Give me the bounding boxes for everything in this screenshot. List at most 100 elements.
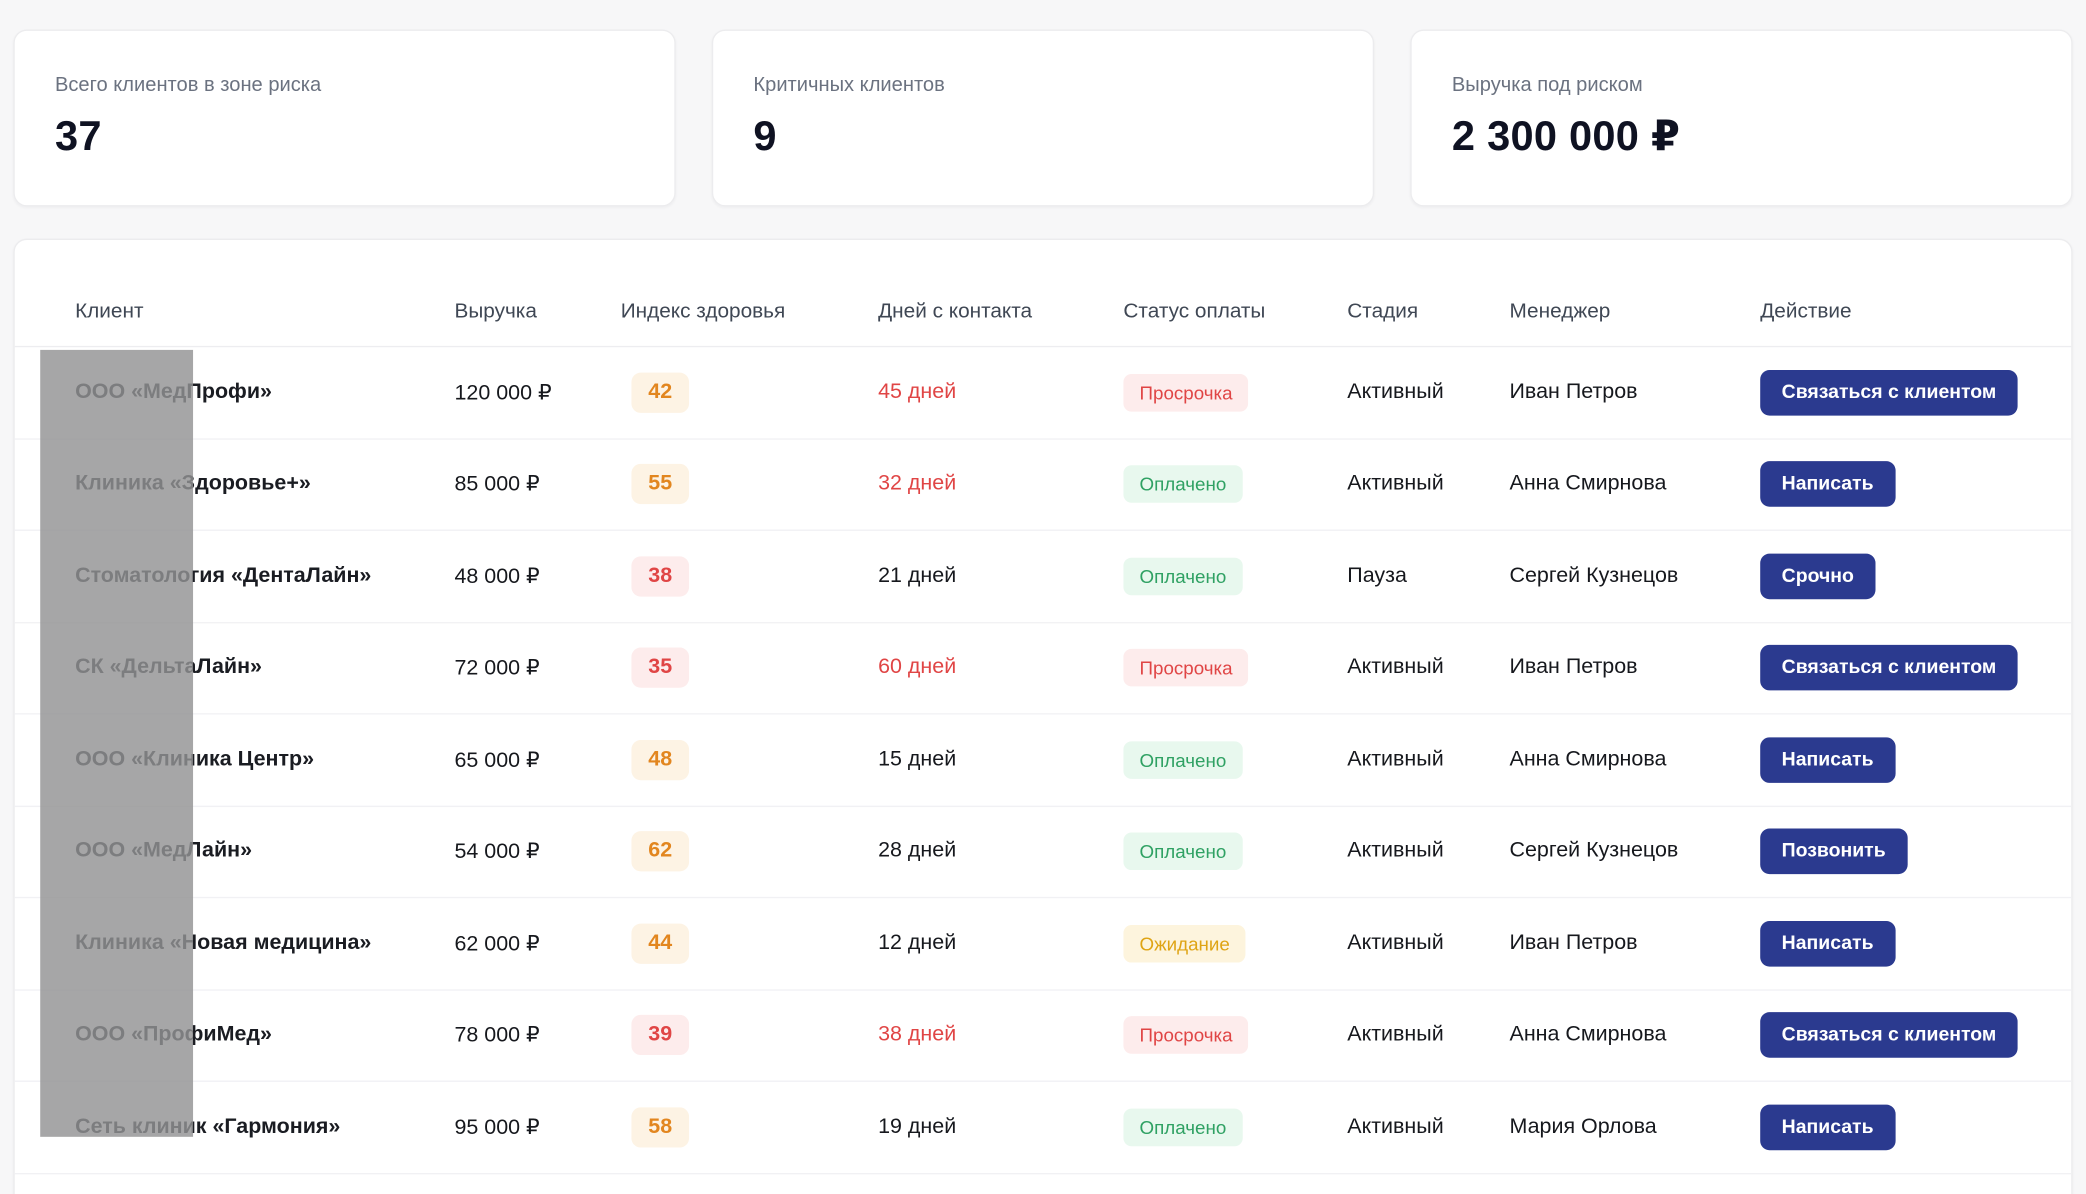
action-cell: Написать bbox=[1760, 736, 2031, 783]
stat-label: Всего клиентов в зоне риска bbox=[54, 73, 322, 97]
client-manager: Иван Петров bbox=[1509, 931, 1638, 955]
health-index-badge: 39 bbox=[631, 1015, 690, 1056]
days-since-contact: 21 дней bbox=[878, 564, 957, 587]
health-index-badge: 38 bbox=[631, 556, 690, 597]
client-manager: Анна Смирнова bbox=[1509, 1023, 1667, 1047]
stat-card-total-risk: Всего клиентов в зоне риска 37 bbox=[13, 29, 676, 207]
action-button[interactable]: Написать bbox=[1760, 461, 1895, 508]
action-button[interactable]: Связаться с клиентом bbox=[1760, 645, 2018, 691]
client-revenue: 65 000 ₽ bbox=[454, 749, 540, 772]
client-stage: Активный bbox=[1347, 472, 1444, 496]
health-index-badge: 55 bbox=[631, 464, 690, 505]
payment-status-badge: Оплачено bbox=[1123, 832, 1243, 871]
payment-status-cell: Просрочка bbox=[1123, 373, 1347, 412]
payment-status-badge: Просрочка bbox=[1123, 649, 1249, 687]
client-manager: Анна Смирнова bbox=[1509, 747, 1667, 771]
payment-status-cell: Оплачено bbox=[1123, 741, 1347, 779]
client-stage: Пауза bbox=[1347, 564, 1407, 587]
table-header: Клиент Выручка Индекс здоровья Дней с ко… bbox=[14, 240, 2072, 348]
health-index-badge: 44 bbox=[631, 923, 690, 964]
health-index-cell: 58 bbox=[621, 1107, 878, 1148]
client-revenue: 95 000 ₽ bbox=[454, 1116, 540, 1140]
column-header-action: Действие bbox=[1760, 299, 1852, 323]
action-button[interactable]: Написать bbox=[1760, 920, 1895, 967]
table-body: ООО «МедПрофи» 120 000 ₽ 42 45 дней Прос… bbox=[14, 347, 2072, 1174]
payment-status-badge: Просрочка bbox=[1123, 1016, 1249, 1055]
days-since-contact: 38 дней bbox=[878, 1023, 957, 1047]
action-cell: Связаться с клиентом bbox=[1760, 369, 2031, 416]
column-header-revenue: Выручка bbox=[454, 299, 537, 323]
action-button[interactable]: Связаться с клиентом bbox=[1760, 369, 2018, 416]
payment-status-cell: Оплачено bbox=[1123, 557, 1347, 595]
days-since-contact: 32 дней bbox=[878, 472, 957, 496]
client-revenue: 120 000 ₽ bbox=[454, 381, 552, 405]
payment-status-cell: Оплачено bbox=[1123, 465, 1347, 504]
health-index-cell: 55 bbox=[621, 464, 878, 505]
column-header-client: Клиент bbox=[75, 299, 144, 323]
client-revenue: 72 000 ₽ bbox=[454, 657, 540, 681]
column-header-payment-status: Статус оплаты bbox=[1123, 299, 1266, 323]
action-cell: Связаться с клиентом bbox=[1760, 1012, 2031, 1059]
action-button[interactable]: Срочно bbox=[1760, 553, 1876, 599]
client-manager: Сергей Кузнецов bbox=[1509, 564, 1679, 587]
client-stage: Активный bbox=[1347, 1115, 1444, 1138]
payment-status-badge: Оплачено bbox=[1123, 741, 1243, 779]
column-header-manager: Менеджер bbox=[1509, 299, 1611, 323]
table-row: Клиника «Новая медицина» 62 000 ₽ 44 12 … bbox=[14, 898, 2072, 991]
client-stage: Активный bbox=[1347, 1023, 1444, 1047]
health-index-cell: 42 bbox=[621, 372, 878, 413]
health-index-badge: 48 bbox=[631, 739, 690, 780]
health-index-cell: 44 bbox=[621, 923, 878, 964]
health-index-badge: 35 bbox=[631, 647, 690, 689]
health-index-cell: 62 bbox=[621, 831, 878, 872]
client-revenue: 54 000 ₽ bbox=[454, 840, 540, 864]
column-header-stage: Стадия bbox=[1347, 299, 1419, 323]
action-cell: Написать bbox=[1760, 461, 2031, 508]
payment-status-cell: Просрочка bbox=[1123, 1016, 1347, 1055]
payment-status-badge: Оплачено bbox=[1123, 465, 1243, 504]
stat-card-revenue-at-risk: Выручка под риском 2 300 000 ₽ bbox=[1410, 29, 2073, 207]
days-since-contact: 45 дней bbox=[878, 380, 957, 404]
table-row: ООО «МедЛайн» 54 000 ₽ 62 28 дней Оплаче… bbox=[14, 806, 2072, 899]
health-index-badge: 58 bbox=[631, 1107, 690, 1148]
table-row: ООО «ПрофиМед» 78 000 ₽ 39 38 дней Проср… bbox=[14, 990, 2072, 1082]
days-since-contact: 60 дней bbox=[878, 655, 957, 679]
health-index-cell: 48 bbox=[621, 739, 878, 780]
stat-value: 37 bbox=[54, 112, 102, 160]
table-row: ООО «МедПрофи» 120 000 ₽ 42 45 дней Прос… bbox=[14, 347, 2072, 440]
client-manager: Иван Петров bbox=[1509, 380, 1638, 404]
client-stage: Активный bbox=[1347, 931, 1444, 955]
stats-row: Всего клиентов в зоне риска 37 Критичных… bbox=[0, 0, 2086, 207]
client-stage: Активный bbox=[1347, 380, 1444, 404]
column-header-days-since-contact: Дней с контакта bbox=[878, 299, 1033, 323]
payment-status-badge: Ожидание bbox=[1123, 924, 1246, 963]
health-index-badge: 62 bbox=[631, 831, 690, 872]
health-index-badge: 42 bbox=[631, 372, 690, 413]
client-stage: Активный bbox=[1347, 839, 1444, 863]
clients-table-card: Клиент Выручка Индекс здоровья Дней с ко… bbox=[13, 238, 2073, 1194]
client-manager: Сергей Кузнецов bbox=[1509, 839, 1679, 863]
payment-status-badge: Оплачено bbox=[1123, 557, 1243, 595]
client-manager: Мария Орлова bbox=[1509, 1115, 1657, 1138]
payment-status-badge: Оплачено bbox=[1123, 1108, 1243, 1146]
table-row: СК «ДельтаЛайн» 72 000 ₽ 35 60 дней Прос… bbox=[14, 623, 2072, 715]
action-button[interactable]: Позвонить bbox=[1760, 828, 1908, 875]
health-index-cell: 38 bbox=[621, 556, 878, 597]
action-button[interactable]: Связаться с клиентом bbox=[1760, 1012, 2018, 1059]
payment-status-cell: Оплачено bbox=[1123, 1108, 1347, 1146]
payment-status-badge: Просрочка bbox=[1123, 373, 1249, 412]
action-cell: Позвонить bbox=[1760, 828, 2031, 875]
action-button[interactable]: Написать bbox=[1760, 1104, 1895, 1150]
action-cell: Написать bbox=[1760, 920, 2031, 967]
health-index-cell: 39 bbox=[621, 1015, 878, 1056]
table-row: Сеть клиник «Гармония» 95 000 ₽ 58 19 дн… bbox=[14, 1082, 2072, 1174]
client-revenue: 62 000 ₽ bbox=[454, 932, 540, 956]
payment-status-cell: Оплачено bbox=[1123, 832, 1347, 871]
stat-value: 2 300 000 ₽ bbox=[1451, 112, 1681, 160]
client-revenue: 48 000 ₽ bbox=[454, 565, 540, 589]
client-manager: Иван Петров bbox=[1509, 655, 1638, 679]
action-button[interactable]: Написать bbox=[1760, 736, 1895, 783]
redaction-overlay bbox=[40, 349, 194, 1137]
client-revenue: 78 000 ₽ bbox=[454, 1024, 540, 1048]
days-since-contact: 19 дней bbox=[878, 1115, 957, 1138]
